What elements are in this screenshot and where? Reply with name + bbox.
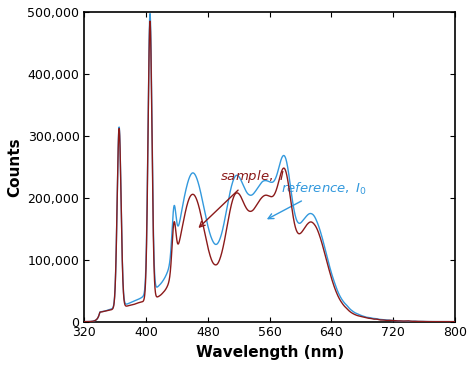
Text: $\it{reference},\ \it{I_0}$: $\it{reference},\ \it{I_0}$: [268, 181, 367, 219]
Y-axis label: Counts: Counts: [7, 137, 22, 197]
X-axis label: Wavelength (nm): Wavelength (nm): [196, 345, 344, 360]
Text: $\it{sample},\ \it{I}$: $\it{sample},\ \it{I}$: [200, 168, 284, 227]
